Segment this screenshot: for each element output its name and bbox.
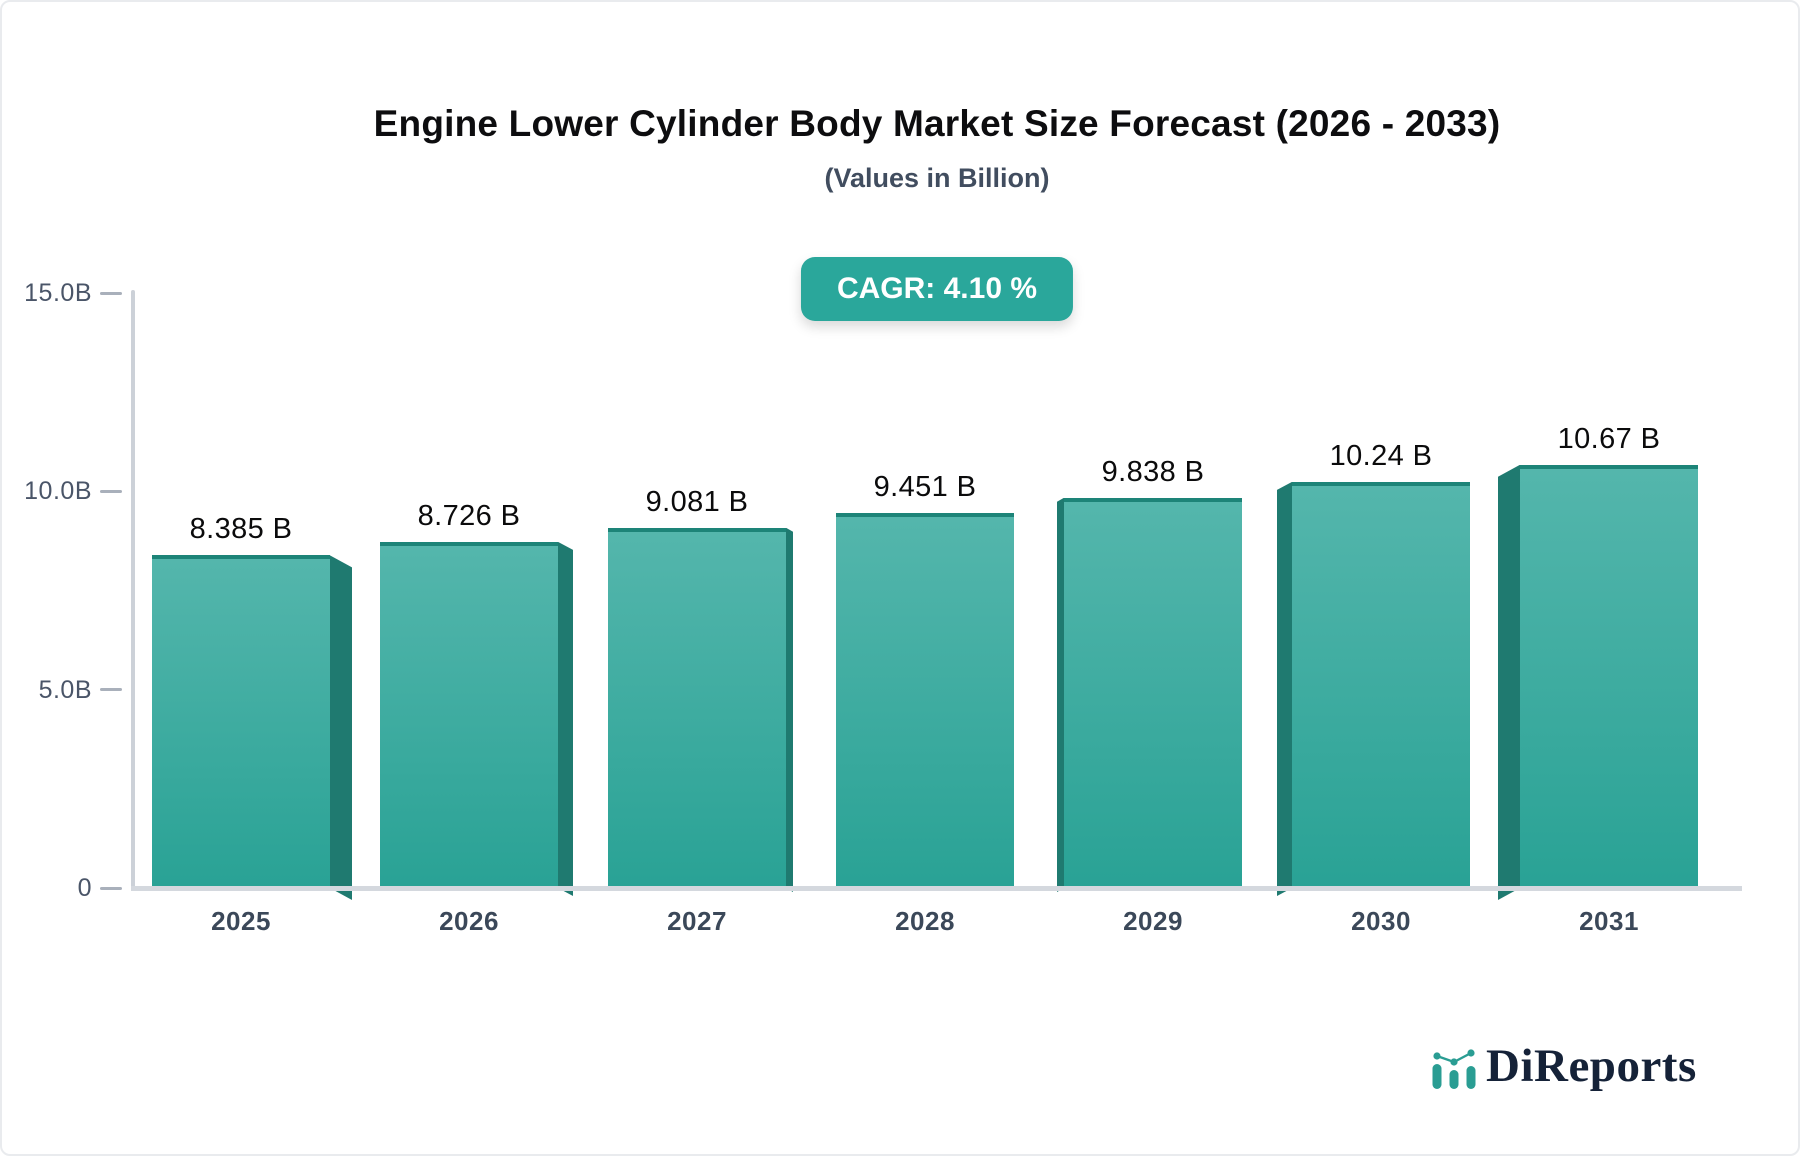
bar-value-label-2031: 10.67 B [1557, 422, 1661, 455]
chart-title: Engine Lower Cylinder Body Market Size F… [373, 103, 1501, 144]
bar-2030 [1292, 481, 1470, 888]
x-axis-label-2028: 2028 [895, 906, 955, 936]
y-axis-tick [100, 886, 122, 890]
cagr-badge: CAGR: 4.10 % [800, 257, 1074, 321]
bar-side-2031 [1498, 464, 1520, 900]
bar-2026 [380, 541, 558, 888]
y-axis-line [131, 290, 135, 891]
bar-value-label-2026: 8.726 B [417, 499, 521, 532]
bar-2031 [1520, 464, 1698, 888]
bar-2029 [1064, 497, 1242, 888]
y-axis-tick [100, 688, 122, 692]
bar-side-2030 [1277, 481, 1292, 896]
y-axis-tick-label: 10.0B [24, 477, 92, 506]
x-axis-line [131, 886, 1742, 891]
chart-subtitle: (Values in Billion) [824, 163, 1050, 193]
y-axis-tick-label: 15.0B [24, 279, 92, 307]
bar-2027 [608, 527, 786, 888]
bar-side-2026 [558, 541, 573, 896]
bar-2028 [836, 513, 1014, 888]
bar-value-label-2029: 9.838 B [1101, 455, 1205, 488]
bar-value-label-2028: 9.451 B [873, 471, 977, 504]
x-axis-label-2030: 2030 [1351, 906, 1411, 936]
y-axis-tick-label: 5.0B [38, 675, 92, 704]
bar-value-label-2025: 8.385 B [189, 513, 293, 546]
x-axis-label-2031: 2031 [1579, 906, 1639, 936]
bar-value-label-2027: 9.081 B [645, 485, 749, 518]
direports-logo: DiReports [1432, 1038, 1697, 1094]
bar-side-2029 [1057, 497, 1064, 892]
logo-text: DiReports [1486, 1040, 1697, 1092]
y-axis-tick-label: 0 [77, 874, 92, 902]
x-axis-label-2025: 2025 [211, 906, 271, 936]
logo-chart-icon [1432, 1049, 1476, 1089]
y-axis-tick [100, 489, 122, 493]
bar-side-2027 [786, 527, 793, 892]
bar-2025 [152, 555, 330, 888]
x-axis-label-2027: 2027 [667, 906, 727, 936]
bar-side-2025 [330, 555, 352, 900]
y-axis-tick [100, 291, 122, 295]
bar-value-label-2030: 10.24 B [1329, 439, 1433, 472]
x-axis-label-2026: 2026 [439, 906, 499, 936]
x-axis-label-2029: 2029 [1123, 906, 1183, 936]
